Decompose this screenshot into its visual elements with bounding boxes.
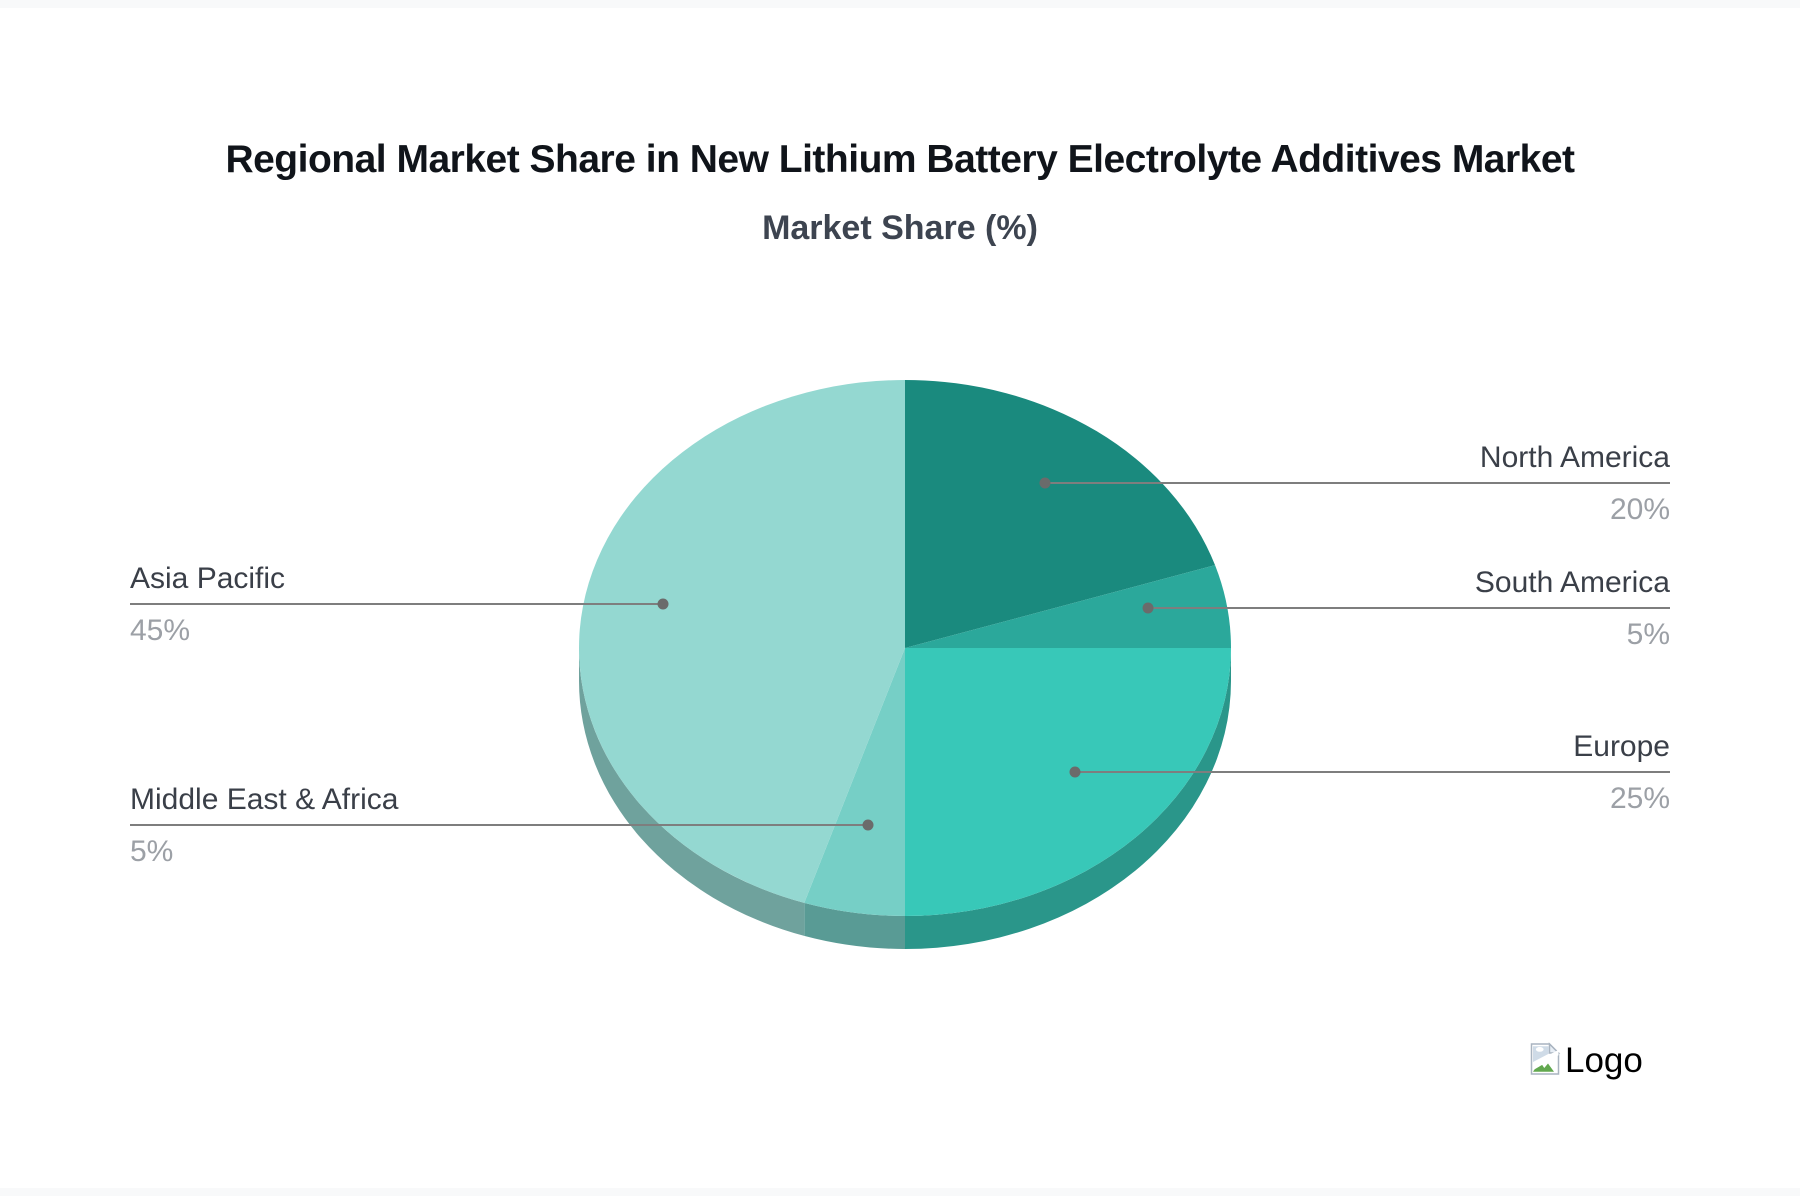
leader-dot <box>657 598 669 610</box>
leader-dot <box>862 819 874 831</box>
broken-image-icon <box>1530 1042 1561 1075</box>
pie-depth-asia-pacific <box>579 648 805 936</box>
pie-slice-europe[interactable] <box>905 648 1231 916</box>
slice-label-value: 5% <box>1626 618 1670 651</box>
chart-subtitle: Market Share (%) <box>762 209 1038 247</box>
pie-slice-asia-pacific[interactable] <box>579 380 905 903</box>
leader-dot <box>1039 477 1051 489</box>
bottom-edge-strip <box>0 1188 1800 1196</box>
slice-label-name: South America <box>1474 566 1670 599</box>
logo-placeholder: Logo <box>1527 1041 1643 1081</box>
leader-dot <box>1069 766 1081 778</box>
slice-label-value: 25% <box>1609 782 1670 815</box>
slice-label-name: Middle East & Africa <box>130 783 399 816</box>
pie-depth-middle-east-africa <box>804 902 905 949</box>
slice-label-name: North America <box>1479 441 1670 474</box>
pie-slice-north-america[interactable] <box>905 380 1216 648</box>
chart-title: Regional Market Share in New Lithium Bat… <box>225 138 1575 181</box>
slice-label-value: 45% <box>130 614 191 647</box>
slice-label-name: Asia Pacific <box>130 562 286 595</box>
pie-depth-europe <box>905 648 1231 949</box>
slice-label-value: 5% <box>130 835 174 868</box>
slice-label-name: Europe <box>1573 730 1670 763</box>
pie-slice-middle-east-africa[interactable] <box>804 648 905 916</box>
logo-alt-text: Logo <box>1565 1041 1643 1080</box>
slice-label-value: 20% <box>1609 493 1670 526</box>
leader-dot <box>1142 602 1154 614</box>
top-edge-strip <box>0 0 1800 8</box>
pie-slice-south-america[interactable] <box>905 565 1231 648</box>
